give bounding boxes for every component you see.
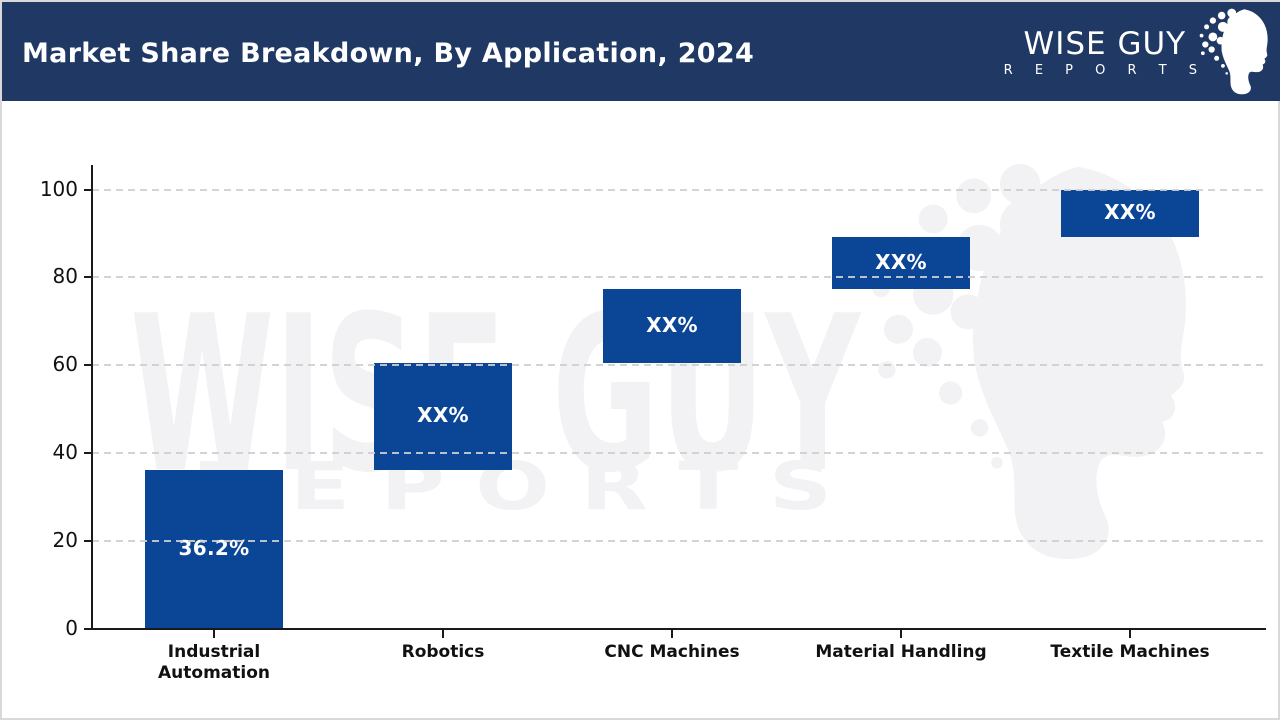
- bar-industrial-automation: 36.2%: [145, 469, 283, 629]
- bar-value-label-material-handling: XX%: [875, 249, 927, 274]
- y-axis-tick-label: 40: [52, 440, 78, 465]
- x-axis-line: [91, 628, 1266, 630]
- gridline-80: [92, 276, 1266, 279]
- y-axis-tick-mark: [84, 540, 92, 543]
- x-axis-tick-mark: [1129, 630, 1131, 638]
- category-label-industrial-automation: Industrial Automation: [158, 642, 270, 684]
- logo-subtitle: R E P O R T S: [1003, 63, 1206, 78]
- y-axis-tick-label: 20: [52, 528, 78, 553]
- category-label-material-handling: Material Handling: [815, 642, 987, 662]
- x-axis-tick-mark: [671, 630, 673, 638]
- y-axis-tick-label: 60: [52, 352, 78, 377]
- y-axis-tick-mark: [84, 452, 92, 455]
- bar-material-handling: XX%: [832, 236, 970, 289]
- x-axis-tick-mark: [213, 630, 215, 638]
- y-axis-tick-label: 80: [52, 264, 78, 289]
- category-label-textile-machines: Textile Machines: [1050, 642, 1210, 662]
- category-label-robotics: Robotics: [401, 642, 485, 662]
- bar-value-label-robotics: XX%: [417, 403, 469, 428]
- y-axis-tick-mark: [84, 628, 92, 630]
- y-axis-tick-label: 100: [39, 176, 78, 201]
- bar-value-label-textile-machines: XX%: [1104, 200, 1156, 224]
- bar-textile-machines: XX%: [1061, 189, 1199, 237]
- x-axis-tick-mark: [442, 630, 444, 638]
- y-axis-tick-mark: [84, 276, 92, 279]
- gridline-100: [92, 188, 1266, 191]
- y-axis-tick-mark: [84, 188, 92, 191]
- category-label-cnc-machines: CNC Machines: [604, 642, 740, 662]
- wiseguy-face-icon: [1199, 8, 1268, 95]
- bar-cnc-machines: XX%: [603, 288, 741, 364]
- y-axis-line: [91, 165, 93, 630]
- bar-value-label-cnc-machines: XX%: [646, 312, 698, 337]
- wiseguy-logo: WISE GUY R E P O R T S: [1004, 6, 1274, 98]
- wiseguy-logo-text: WISE GUY R E P O R T S: [1004, 26, 1206, 78]
- gridline-60: [92, 364, 1266, 367]
- header-bar: Market Share Breakdown, By Application, …: [2, 2, 1280, 101]
- x-axis-tick-mark: [900, 630, 902, 638]
- y-axis-tick-mark: [84, 364, 92, 367]
- logo-wordmark: WISE GUY: [1023, 26, 1187, 62]
- gridline-40: [92, 452, 1266, 455]
- bar-robotics: XX%: [374, 363, 512, 470]
- gridline-20: [92, 540, 1266, 543]
- y-axis-tick-label: 0: [65, 616, 78, 640]
- page-title: Market Share Breakdown, By Application, …: [22, 38, 755, 69]
